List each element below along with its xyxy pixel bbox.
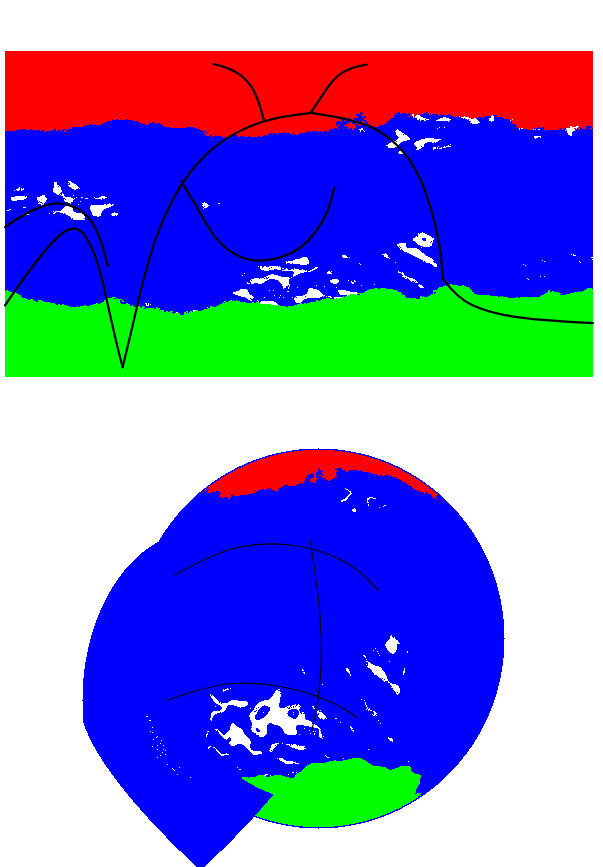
equirectangular-map-panel xyxy=(0,0,603,400)
orthographic-globe-panel xyxy=(0,400,603,867)
equirectangular-map-canvas xyxy=(0,0,603,400)
orthographic-globe-canvas xyxy=(0,400,603,867)
